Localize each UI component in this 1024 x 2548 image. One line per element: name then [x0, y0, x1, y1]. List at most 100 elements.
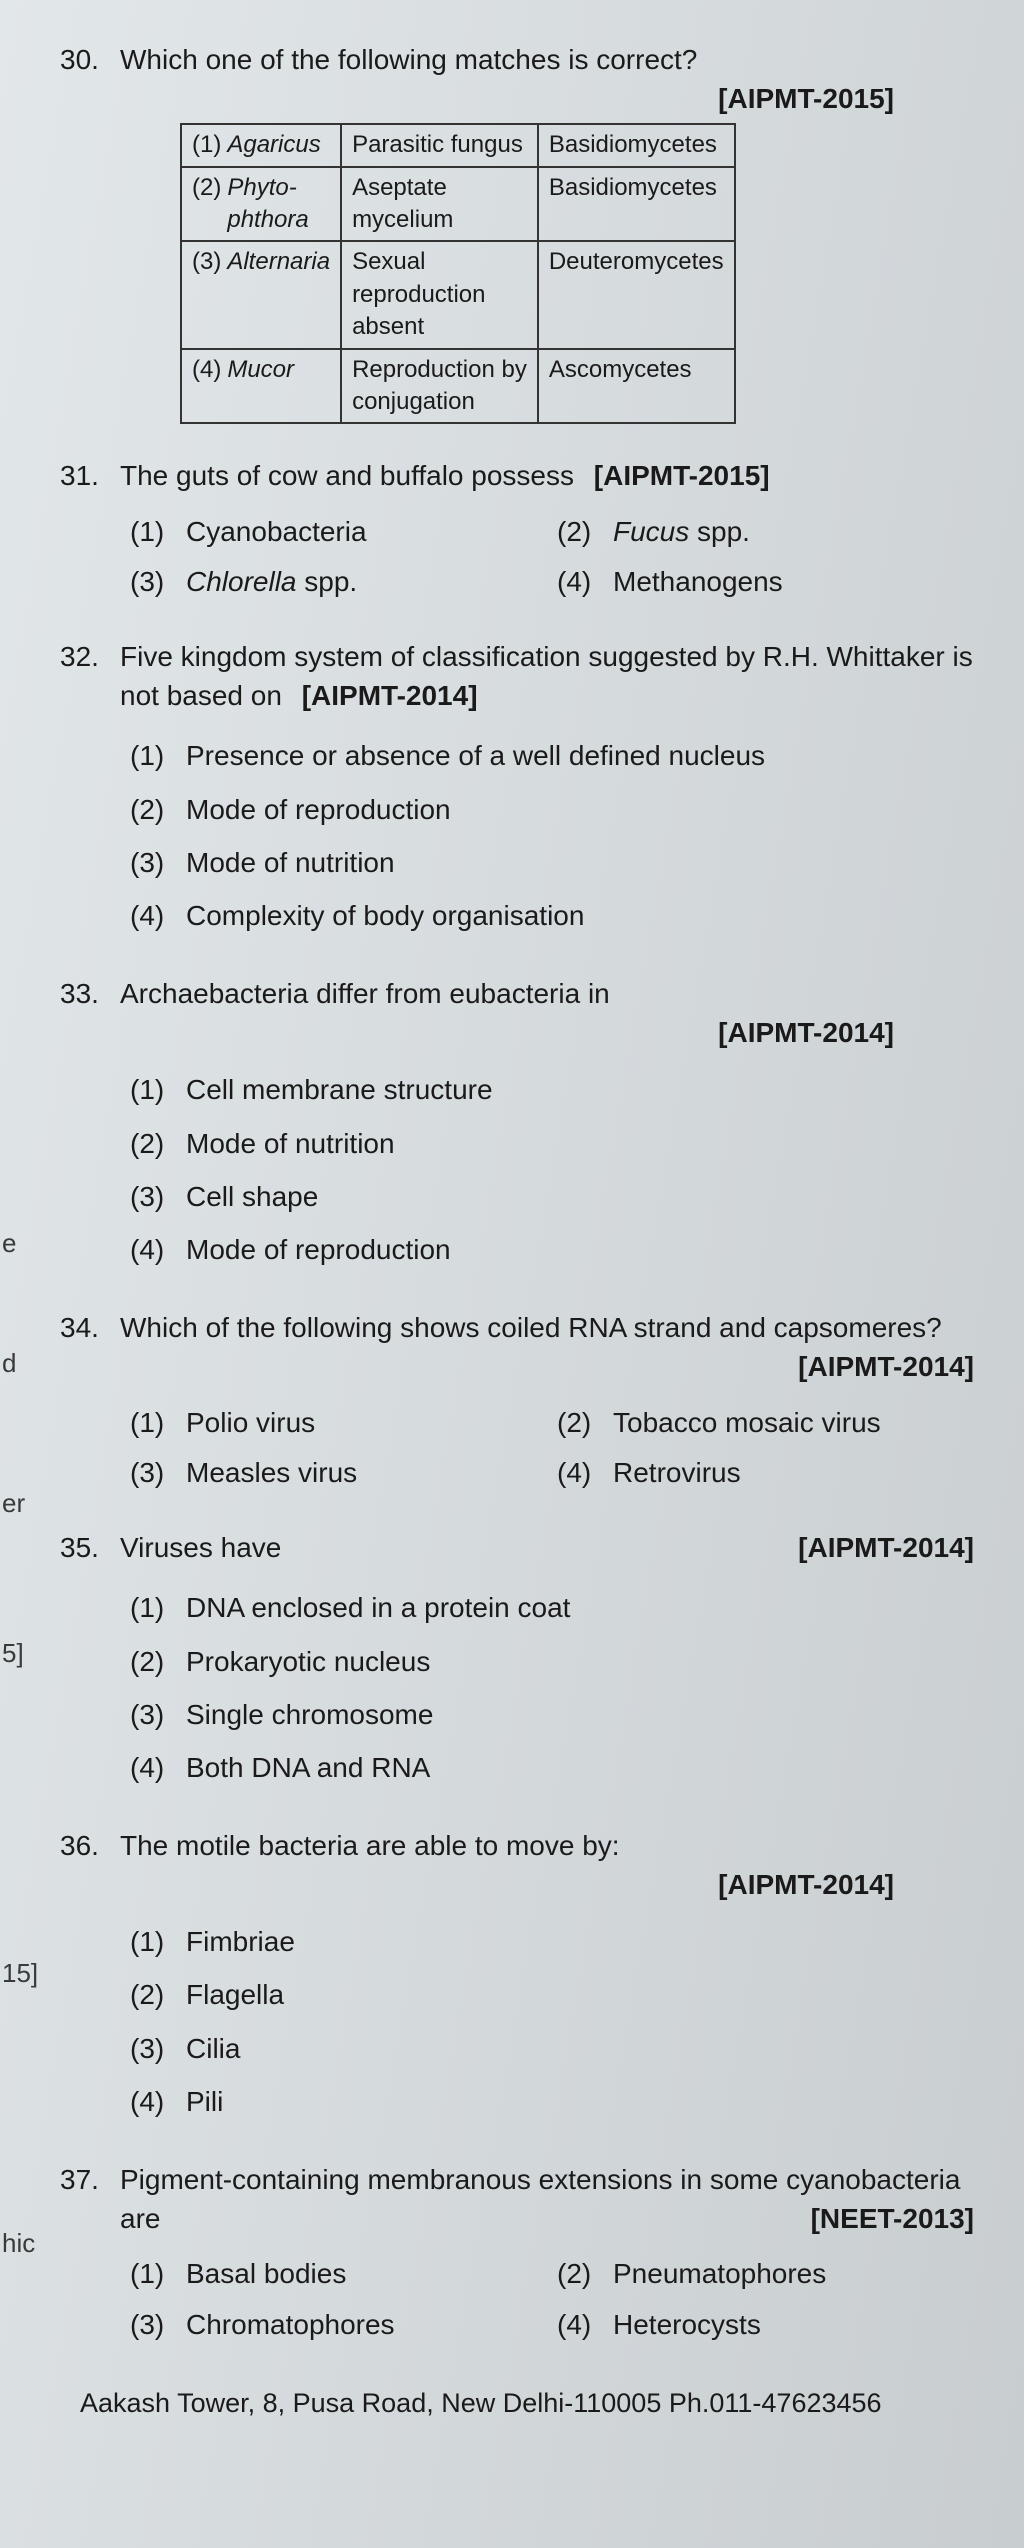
- option: (4)Heterocysts: [557, 2303, 974, 2348]
- table-cell: Aseptate mycelium: [341, 167, 538, 242]
- option-text: Mode of nutrition: [186, 1117, 395, 1170]
- options-grid: (1)Basal bodies (2)Pneumatophores (3)Chr…: [130, 2252, 974, 2348]
- option-number: (3): [130, 1170, 176, 1223]
- table-cell: Alternaria: [227, 241, 341, 348]
- options-list: (1)Cell membrane structure (2)Mode of nu…: [130, 1063, 974, 1276]
- option: (1)Cell membrane structure: [130, 1063, 974, 1116]
- option-number: (4): [557, 2303, 603, 2348]
- table-cell: Reproduction by conjugation: [341, 349, 538, 424]
- table-cell: (1): [181, 124, 227, 166]
- option-number: (1): [130, 1401, 176, 1446]
- option: (2)Fucus spp.: [557, 510, 974, 555]
- question-text: Pigment-containing membranous extensions…: [120, 2160, 974, 2238]
- option-number: (3): [130, 560, 176, 605]
- option: (3)Chlorella spp.: [130, 560, 547, 605]
- option-number: (4): [130, 1741, 176, 1794]
- exam-tag: [AIPMT-2015]: [594, 460, 770, 491]
- table-cell: Mucor: [227, 349, 341, 424]
- option-text: Mode of reproduction: [186, 1223, 451, 1276]
- table-cell: (2): [181, 167, 227, 242]
- option-number: (3): [130, 1451, 176, 1496]
- option: (4)Methanogens: [557, 560, 974, 605]
- table-cell: Ascomycetes: [538, 349, 735, 424]
- options-list: (1)Fimbriae (2)Flagella (3)Cilia (4)Pili: [130, 1915, 974, 2128]
- option-text: Presence or absence of a well defined nu…: [186, 729, 765, 782]
- options-grid: (1)Cyanobacteria (2)Fucus spp. (3)Chlore…: [130, 510, 974, 606]
- option-text: Cell shape: [186, 1170, 318, 1223]
- option: (3)Mode of nutrition: [130, 836, 974, 889]
- question-33: 33. Archaebacteria differ from eubacteri…: [60, 974, 974, 1276]
- option-number: (3): [130, 1688, 176, 1741]
- table-row: (3) Alternaria Sexual reproduction absen…: [181, 241, 735, 348]
- options-list: (1)DNA enclosed in a protein coat (2)Pro…: [130, 1581, 974, 1794]
- option-text: Fimbriae: [186, 1915, 295, 1968]
- option-number: (4): [130, 889, 176, 942]
- option: (4)Retrovirus: [557, 1451, 974, 1496]
- option-text: Polio virus: [186, 1401, 315, 1446]
- option-number: (4): [130, 2075, 176, 2128]
- option: (2)Mode of nutrition: [130, 1117, 974, 1170]
- exam-tag: [AIPMT-2014]: [798, 1347, 974, 1386]
- option-number: (2): [557, 1401, 603, 1446]
- option-text: Tobacco mosaic virus: [613, 1401, 881, 1446]
- exam-tag: [NEET-2013]: [811, 2199, 974, 2238]
- option-number: (4): [130, 1223, 176, 1276]
- option-text: Cell membrane structure: [186, 1063, 493, 1116]
- option: (1)Basal bodies: [130, 2252, 547, 2297]
- option-text: Complexity of body organisation: [186, 889, 584, 942]
- question-number: 34.: [60, 1308, 104, 1347]
- edge-fragment: e: [2, 1230, 16, 1256]
- exam-tag: [AIPMT-2014]: [798, 1528, 974, 1567]
- option-number: (2): [557, 510, 603, 555]
- page-footer: Aakash Tower, 8, Pusa Road, New Delhi-11…: [60, 2388, 974, 2419]
- option-number: (2): [130, 783, 176, 836]
- option: (4)Complexity of body organisation: [130, 889, 974, 942]
- edge-fragment: hic: [2, 2230, 35, 2256]
- italic-term: Fucus: [613, 516, 689, 547]
- question-text: The guts of cow and buffalo possess [AIP…: [120, 456, 974, 495]
- option: (1)Presence or absence of a well defined…: [130, 729, 974, 782]
- option-number: (1): [130, 510, 176, 555]
- option-text: Retrovirus: [613, 1451, 741, 1496]
- option-text: Basal bodies: [186, 2252, 346, 2297]
- option: (2)Mode of reproduction: [130, 783, 974, 836]
- option: (1)Fimbriae: [130, 1915, 974, 1968]
- question-35: 35. Viruses have [AIPMT-2014] (1)DNA enc…: [60, 1528, 974, 1794]
- option: (1)Polio virus: [130, 1401, 547, 1446]
- question-37: 37. Pigment-containing membranous extens…: [60, 2160, 974, 2348]
- option-text: Single chromosome: [186, 1688, 433, 1741]
- option-text: Prokaryotic nucleus: [186, 1635, 430, 1688]
- option: (3)Cell shape: [130, 1170, 974, 1223]
- edge-fragment: 15]: [2, 1960, 38, 1986]
- question-number: 37.: [60, 2160, 104, 2199]
- option-text: Pili: [186, 2075, 223, 2128]
- option-number: (2): [130, 1968, 176, 2021]
- option-number: (4): [557, 1451, 603, 1496]
- option: (1)DNA enclosed in a protein coat: [130, 1581, 974, 1634]
- question-31: 31. The guts of cow and buffalo possess …: [60, 456, 974, 605]
- option-number: (1): [130, 1915, 176, 1968]
- question-text-inner: Which of the following shows coiled RNA …: [120, 1312, 942, 1343]
- question-36: 36. The motile bacteria are able to move…: [60, 1826, 974, 2128]
- option-number: (3): [130, 2022, 176, 2075]
- exam-tag: [AIPMT-2015]: [60, 83, 894, 115]
- option-text: Both DNA and RNA: [186, 1741, 430, 1794]
- question-number: 35.: [60, 1528, 104, 1567]
- option: (4)Both DNA and RNA: [130, 1741, 974, 1794]
- option-text: Chlorella spp.: [186, 560, 357, 605]
- option-text: Cilia: [186, 2022, 240, 2075]
- option: (4)Mode of reproduction: [130, 1223, 974, 1276]
- option-text: Pneumatophores: [613, 2252, 826, 2297]
- table-cell: Basidiomycetes: [538, 167, 735, 242]
- question-text: Which one of the following matches is co…: [120, 40, 974, 79]
- question-number: 30.: [60, 40, 104, 79]
- option-number: (2): [557, 2252, 603, 2297]
- question-text: Archaebacteria differ from eubacteria in: [120, 974, 974, 1013]
- question-text-inner: Five kingdom system of classification su…: [120, 641, 973, 711]
- option-number: (1): [130, 2252, 176, 2297]
- option: (3)Measles virus: [130, 1451, 547, 1496]
- option-text: Heterocysts: [613, 2303, 761, 2348]
- edge-fragment: 5]: [2, 1640, 24, 1666]
- option-number: (1): [130, 729, 176, 782]
- option-text: Cyanobacteria: [186, 510, 367, 555]
